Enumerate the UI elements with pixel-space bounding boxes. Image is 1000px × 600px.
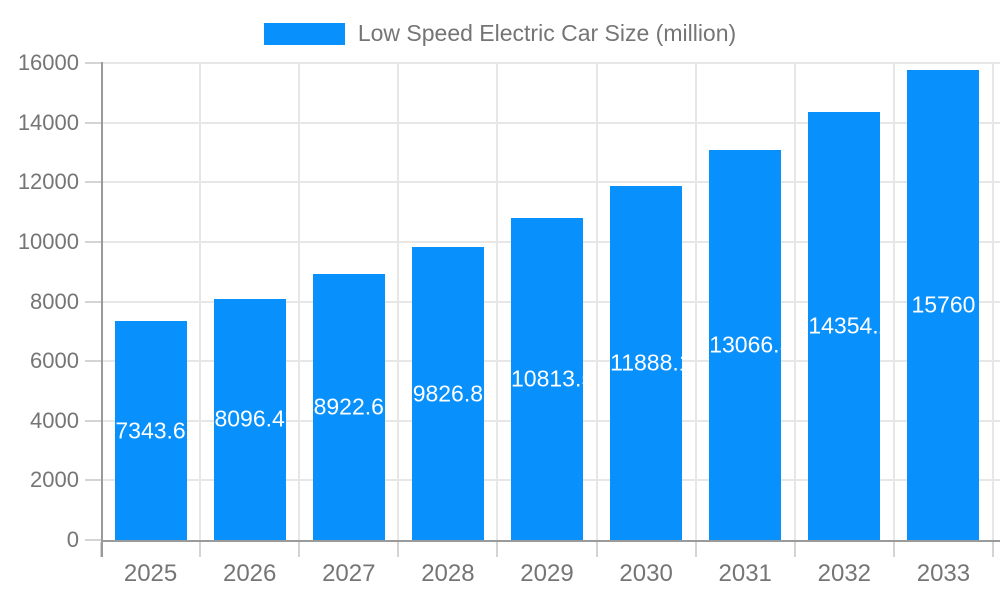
x-axis-label: 2027 <box>322 560 376 587</box>
y-gridline <box>101 121 1000 124</box>
bar-2029[interactable]: 10813.5 <box>511 217 583 540</box>
x-gridline <box>793 63 796 540</box>
x-gridline <box>496 63 499 540</box>
bar-2028[interactable]: 9826.8 <box>411 247 484 540</box>
y-tick <box>85 181 101 184</box>
bar-2031[interactable]: 13066.3 <box>709 150 782 540</box>
y-tick <box>85 300 101 303</box>
bar-2027[interactable]: 8922.6 <box>312 273 385 540</box>
x-axis-label: 2032 <box>817 560 872 587</box>
bar-value-label: 11888.1 <box>610 349 682 376</box>
y-axis-label: 10000 <box>17 228 79 254</box>
y-tick <box>85 539 101 541</box>
y-axis-label: 12000 <box>17 169 79 195</box>
x-axis-label: 2026 <box>222 560 277 587</box>
y-gridline <box>101 62 1000 64</box>
bar-2032[interactable]: 14354.2 <box>808 112 881 540</box>
x-gridline <box>694 63 697 540</box>
y-tick <box>85 62 101 64</box>
bar-2033[interactable]: 15760 <box>907 70 980 540</box>
y-axis-label: 6000 <box>30 348 79 374</box>
legend-swatch <box>263 22 345 45</box>
bar-value-label: 9826.8 <box>412 380 484 406</box>
x-axis-label: 2030 <box>619 560 673 587</box>
y-tick <box>85 479 101 482</box>
y-tick <box>85 360 101 363</box>
x-axis-label: 2033 <box>916 560 971 587</box>
x-tick <box>694 542 697 557</box>
bar-value-label: 8096.4 <box>214 405 285 432</box>
y-tick <box>85 240 101 243</box>
x-gridline <box>397 63 400 540</box>
y-axis-line <box>101 62 103 557</box>
y-axis-label: 4000 <box>30 407 79 433</box>
x-gridline <box>199 63 202 540</box>
bar-value-label: 13066.3 <box>709 331 781 358</box>
bar-value-label: 10813.5 <box>511 365 583 392</box>
y-axis-label: 16000 <box>17 50 79 75</box>
y-axis-label: 0 <box>66 527 79 552</box>
bar-2025[interactable]: 7343.6 <box>114 321 187 540</box>
y-tick <box>85 419 101 422</box>
bar-2026[interactable]: 8096.4 <box>213 298 286 540</box>
x-tick <box>992 542 994 557</box>
x-gridline <box>298 63 301 540</box>
y-axis-label: 14000 <box>17 109 79 135</box>
x-tick <box>496 542 499 557</box>
y-tick <box>85 121 101 124</box>
x-axis-line <box>101 540 1000 542</box>
y-gridline <box>101 181 1000 184</box>
x-axis-label: 2025 <box>123 560 178 587</box>
legend-label: Low Speed Electric Car Size (million) <box>357 20 737 46</box>
bar-value-label: 15760 <box>911 291 976 318</box>
x-tick <box>892 542 895 557</box>
x-axis-label: 2029 <box>520 560 574 587</box>
y-axis-label: 2000 <box>30 467 79 493</box>
x-tick <box>397 542 400 557</box>
x-tick <box>595 542 598 557</box>
x-axis-label: 2028 <box>421 560 475 587</box>
x-tick <box>199 542 202 557</box>
x-axis-label: 2031 <box>718 560 772 587</box>
y-axis-label: 8000 <box>30 288 79 314</box>
bar-2030[interactable]: 11888.1 <box>610 185 683 540</box>
bar-value-label: 14354.2 <box>808 312 880 339</box>
legend[interactable]: Low Speed Electric Car Size (million) <box>0 20 1000 47</box>
bar-value-label: 7343.6 <box>115 417 186 444</box>
x-gridline <box>992 63 994 540</box>
x-tick <box>793 542 796 557</box>
x-gridline <box>595 63 598 540</box>
x-tick <box>298 542 301 557</box>
bar-value-label: 8922.6 <box>313 393 384 420</box>
x-gridline <box>892 63 895 540</box>
